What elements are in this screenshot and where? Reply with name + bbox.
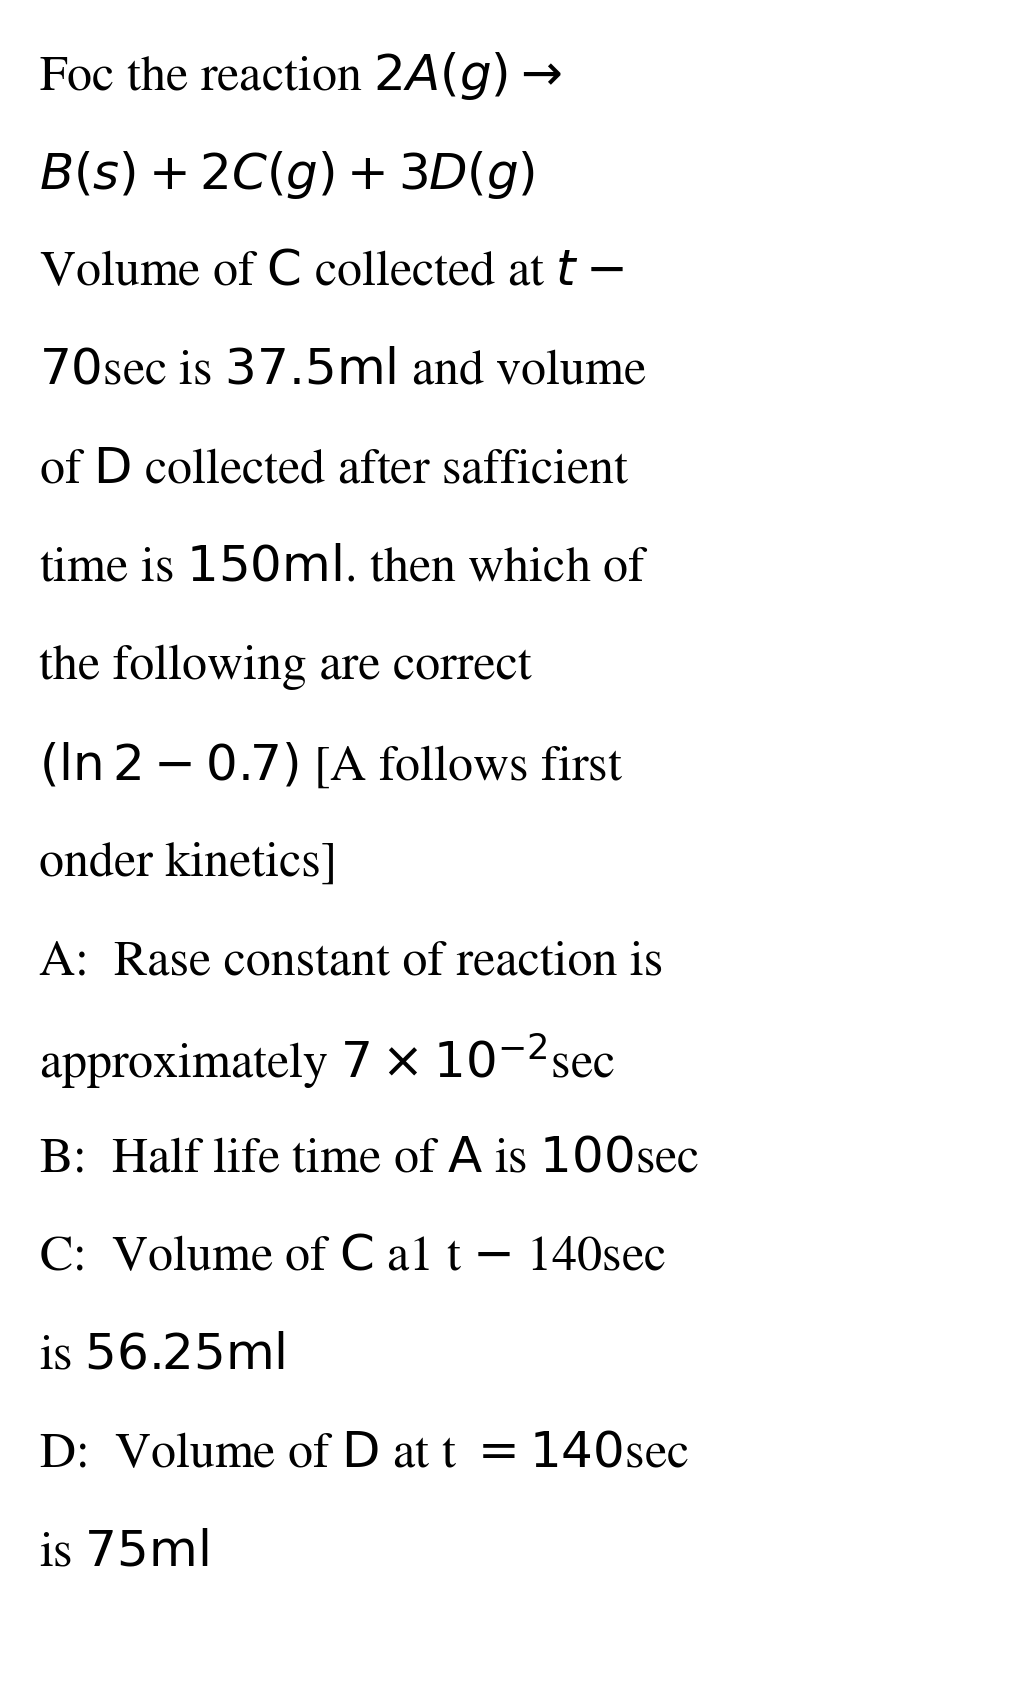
Text: $(\mathrm{ln}\,2 - 0.7)$ [A follows first: $(\mathrm{ln}\,2 - 0.7)$ [A follows firs… [39, 740, 624, 791]
Text: of $\mathrm{D}$ collected after safficient: of $\mathrm{D}$ collected after safficie… [39, 448, 630, 492]
Text: $B(s) + 2C(g) + 3D(g)$: $B(s) + 2C(g) + 3D(g)$ [39, 149, 536, 200]
Text: C:  Volume of $\mathrm{C}$ a1 t $-$ 140sec: C: Volume of $\mathrm{C}$ a1 t $-$ 140se… [39, 1236, 666, 1280]
Text: is $56.25\mathrm{ml}$: is $56.25\mathrm{ml}$ [39, 1335, 285, 1379]
Text: Foc the reaction $2A(g) \rightarrow$: Foc the reaction $2A(g) \rightarrow$ [39, 51, 561, 102]
Text: onder kinetics]: onder kinetics] [39, 842, 337, 886]
Text: time is $150\mathrm{ml}$. then which of: time is $150\mathrm{ml}$. then which of [39, 547, 648, 591]
Text: Volume of $\mathrm{C}$ collected at $t-$: Volume of $\mathrm{C}$ collected at $t-$ [39, 251, 624, 295]
Text: D:  Volume of $\mathrm{D}$ at t $= 140$sec: D: Volume of $\mathrm{D}$ at t $= 140$se… [39, 1433, 689, 1477]
Text: B:  Half life time of $\mathrm{A}$ is $100$sec: B: Half life time of $\mathrm{A}$ is $10… [39, 1138, 699, 1182]
Text: approximately $7 \times 10^{-2}$sec: approximately $7 \times 10^{-2}$sec [39, 1031, 614, 1092]
Text: the following are correct: the following are correct [39, 645, 531, 689]
Text: $70$sec is $37.5\mathrm{ml}$ and volume: $70$sec is $37.5\mathrm{ml}$ and volume [39, 350, 647, 394]
Text: A:  Rase constant of reaction is: A: Rase constant of reaction is [39, 941, 663, 985]
Text: is $75\mathrm{ml}$: is $75\mathrm{ml}$ [39, 1532, 208, 1576]
